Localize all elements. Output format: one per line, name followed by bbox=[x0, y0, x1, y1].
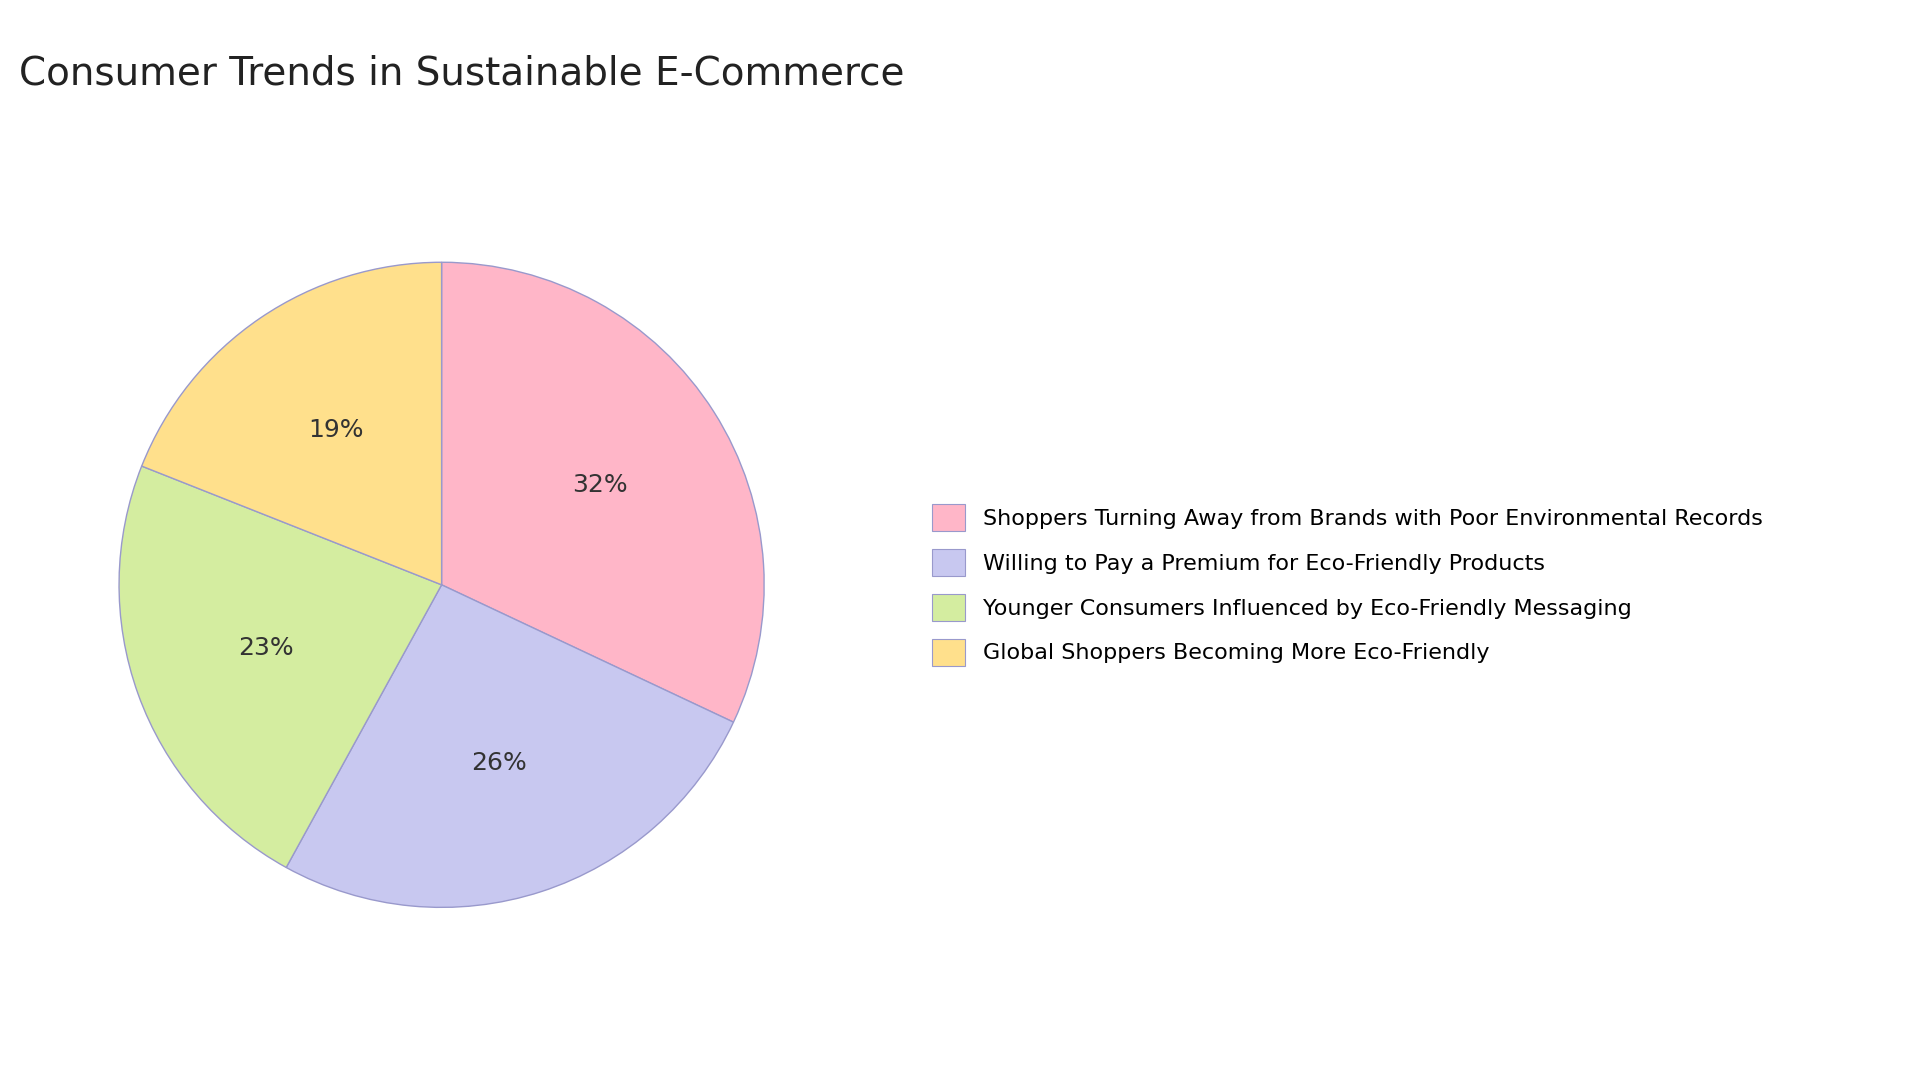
Wedge shape bbox=[119, 466, 442, 867]
Text: Consumer Trends in Sustainable E-Commerce: Consumer Trends in Sustainable E-Commerc… bbox=[19, 54, 904, 92]
Legend: Shoppers Turning Away from Brands with Poor Environmental Records, Willing to Pa: Shoppers Turning Away from Brands with P… bbox=[920, 493, 1774, 677]
Text: 23%: 23% bbox=[238, 636, 294, 661]
Wedge shape bbox=[142, 262, 442, 585]
Text: 19%: 19% bbox=[309, 418, 365, 442]
Wedge shape bbox=[442, 262, 764, 722]
Text: 32%: 32% bbox=[572, 472, 628, 497]
Wedge shape bbox=[286, 585, 733, 908]
Text: 26%: 26% bbox=[472, 751, 528, 774]
